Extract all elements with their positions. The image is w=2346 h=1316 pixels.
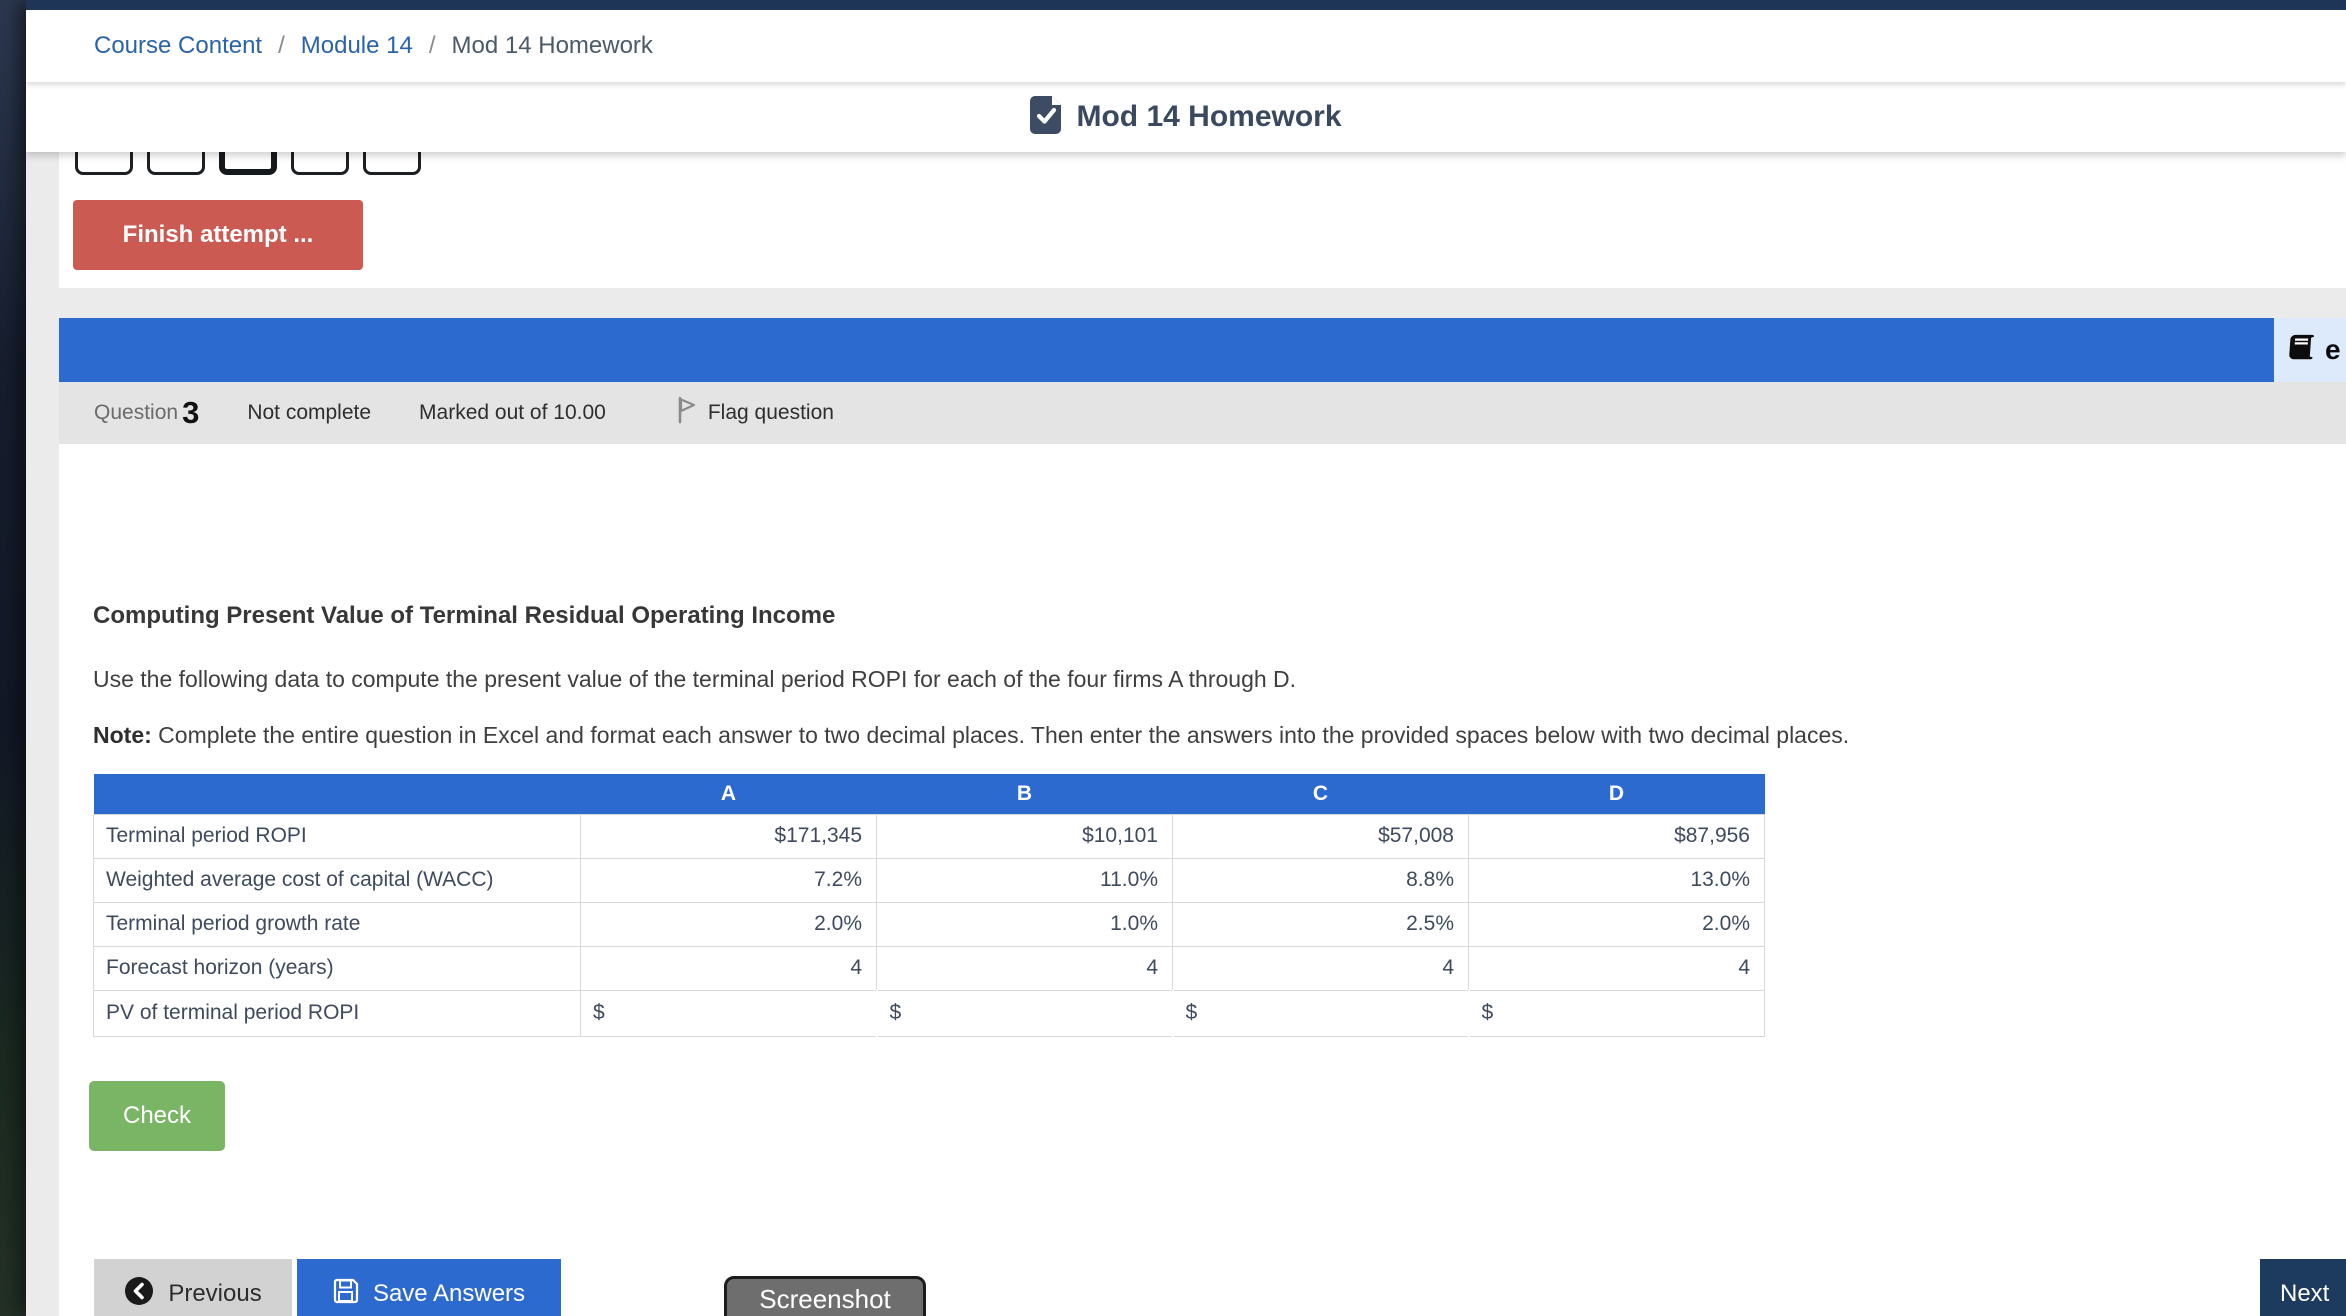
- save-answers-button-label: Save Answers: [372, 1280, 526, 1307]
- table-row: Forecast horizon (years) 4 4 4 4: [93, 945, 1765, 991]
- cell-value: 2.0%: [1468, 901, 1765, 947]
- cell-value: 7.2%: [580, 857, 877, 903]
- answer-input-row: PV of terminal period ROPI $ $ $ $: [93, 989, 1765, 1037]
- cell-value: 2.0%: [580, 901, 877, 947]
- note-text: Complete the entire question in Excel an…: [151, 722, 1850, 748]
- question-nav-box-4[interactable]: [291, 152, 349, 175]
- answer-input-d[interactable]: [1493, 1001, 1734, 1025]
- question-card: e Question 3 Not complete Marked out of …: [59, 318, 2346, 1316]
- currency-prefix: $: [1481, 1001, 1494, 1024]
- page-title: Mod 14 Homework: [1076, 100, 1342, 133]
- breadcrumb: Course Content / Module 14 / Mod 14 Home…: [26, 10, 2346, 82]
- table-header-b: B: [876, 774, 1173, 814]
- question-nav-box-5[interactable]: [363, 152, 421, 175]
- cell-value: $171,345: [580, 813, 877, 859]
- cell-value: 1.0%: [876, 901, 1173, 947]
- next-button[interactable]: Next: [2260, 1259, 2346, 1316]
- flag-icon: [676, 396, 698, 430]
- answer-input-b[interactable]: [901, 1001, 1142, 1025]
- cell-value: 2.5%: [1172, 901, 1469, 947]
- currency-prefix: $: [889, 1001, 902, 1024]
- answer-cell-d: $: [1467, 989, 1765, 1037]
- table-header-row: A B C D: [93, 774, 1765, 814]
- answer-cell-b: $: [875, 989, 1173, 1037]
- check-button[interactable]: Check: [89, 1081, 225, 1151]
- cell-value: 4: [1468, 945, 1765, 991]
- currency-prefix: $: [1185, 1001, 1198, 1024]
- question-body: Computing Present Value of Terminal Resi…: [89, 444, 2346, 1316]
- breadcrumb-current-page: Mod 14 Homework: [451, 32, 653, 59]
- question-marks: Marked out of 10.00: [419, 401, 606, 424]
- question-header-bar: e: [59, 318, 2346, 382]
- cell-value: 4: [876, 945, 1173, 991]
- page-header: Mod 14 Homework: [26, 82, 2346, 152]
- breadcrumb-separator: /: [428, 32, 436, 59]
- cell-value: 11.0%: [876, 857, 1173, 903]
- data-table: A B C D Terminal period ROPI $171,345 $1…: [93, 774, 1765, 1037]
- top-accent-bar: [26, 0, 2346, 10]
- row-label: Terminal period ROPI: [93, 813, 581, 859]
- save-answers-button[interactable]: Save Answers: [297, 1259, 561, 1316]
- flag-question-label: Flag question: [707, 401, 834, 424]
- row-label: Terminal period growth rate: [93, 901, 581, 947]
- browser-page: Course Content / Module 14 / Mod 14 Home…: [26, 0, 2346, 1316]
- save-icon: [333, 1278, 359, 1311]
- question-nav-box-3-current[interactable]: [219, 152, 277, 175]
- finish-attempt-button[interactable]: Finish attempt ...: [73, 200, 363, 270]
- question-nav-box-2[interactable]: [147, 152, 205, 175]
- answer-cell-c: $: [1171, 989, 1469, 1037]
- row-label: Forecast horizon (years): [93, 945, 581, 991]
- cell-value: 8.8%: [1172, 857, 1469, 903]
- assignment-check-icon: [1030, 95, 1062, 140]
- currency-prefix: $: [593, 1001, 605, 1024]
- page-content: Finish attempt ... e Question: [26, 152, 2346, 1316]
- next-button-label: Next: [2280, 1280, 2330, 1307]
- previous-button[interactable]: Previous: [94, 1259, 292, 1316]
- row-label: Weighted average cost of capital (WACC): [93, 857, 581, 903]
- cell-value: 4: [580, 945, 877, 991]
- table-row: Terminal period growth rate 2.0% 1.0% 2.…: [93, 901, 1765, 947]
- table-header-d: D: [1468, 774, 1765, 814]
- row-label: PV of terminal period ROPI: [93, 989, 581, 1037]
- question-nav-boxes: [75, 152, 421, 175]
- table-header-c: C: [1172, 774, 1469, 814]
- book-icon: [2286, 333, 2316, 368]
- table-header-a: A: [580, 774, 877, 814]
- question-footer-nav: Previous Save Answers Nex: [93, 1259, 2346, 1316]
- question-note: Note: Complete the entire question in Ex…: [93, 722, 1849, 749]
- cell-value: 13.0%: [1468, 857, 1765, 903]
- breadcrumb-course-content[interactable]: Course Content: [94, 32, 263, 59]
- ebook-link[interactable]: e: [2274, 318, 2346, 382]
- answer-input-a[interactable]: [604, 1001, 845, 1025]
- question-status: Not complete: [247, 401, 372, 424]
- note-label: Note:: [93, 722, 152, 748]
- breadcrumb-module-14[interactable]: Module 14: [300, 32, 413, 59]
- previous-button-label: Previous: [168, 1280, 262, 1307]
- question-info-row: Question 3 Not complete Marked out of 10…: [59, 382, 2346, 444]
- question-label: Question: [94, 401, 179, 424]
- question-nav-box-1[interactable]: [75, 152, 133, 175]
- answer-input-c[interactable]: [1197, 1001, 1438, 1025]
- cell-value: $10,101: [876, 813, 1173, 859]
- question-instructions: Use the following data to compute the pr…: [93, 666, 1297, 692]
- cell-value: $57,008: [1172, 813, 1469, 859]
- attempt-navigation-card: Finish attempt ...: [59, 152, 2346, 288]
- flag-question-link[interactable]: Flag question: [676, 396, 834, 430]
- table-header-empty: [93, 774, 581, 814]
- screenshot-button[interactable]: Screenshot: [724, 1276, 926, 1316]
- cell-value: $87,956: [1468, 813, 1765, 859]
- table-row: Terminal period ROPI $171,345 $10,101 $5…: [93, 813, 1765, 859]
- ebook-link-label: e: [2325, 334, 2341, 365]
- question-number: 3: [182, 395, 200, 430]
- answer-cell-a: $: [580, 989, 877, 1037]
- table-row: Weighted average cost of capital (WACC) …: [93, 857, 1765, 903]
- breadcrumb-separator: /: [278, 32, 285, 59]
- question-title: Computing Present Value of Terminal Resi…: [93, 602, 836, 629]
- question-header-blue-bar: [59, 318, 2274, 382]
- cell-value: 4: [1172, 945, 1469, 991]
- chevron-circle-left-icon: [124, 1276, 154, 1313]
